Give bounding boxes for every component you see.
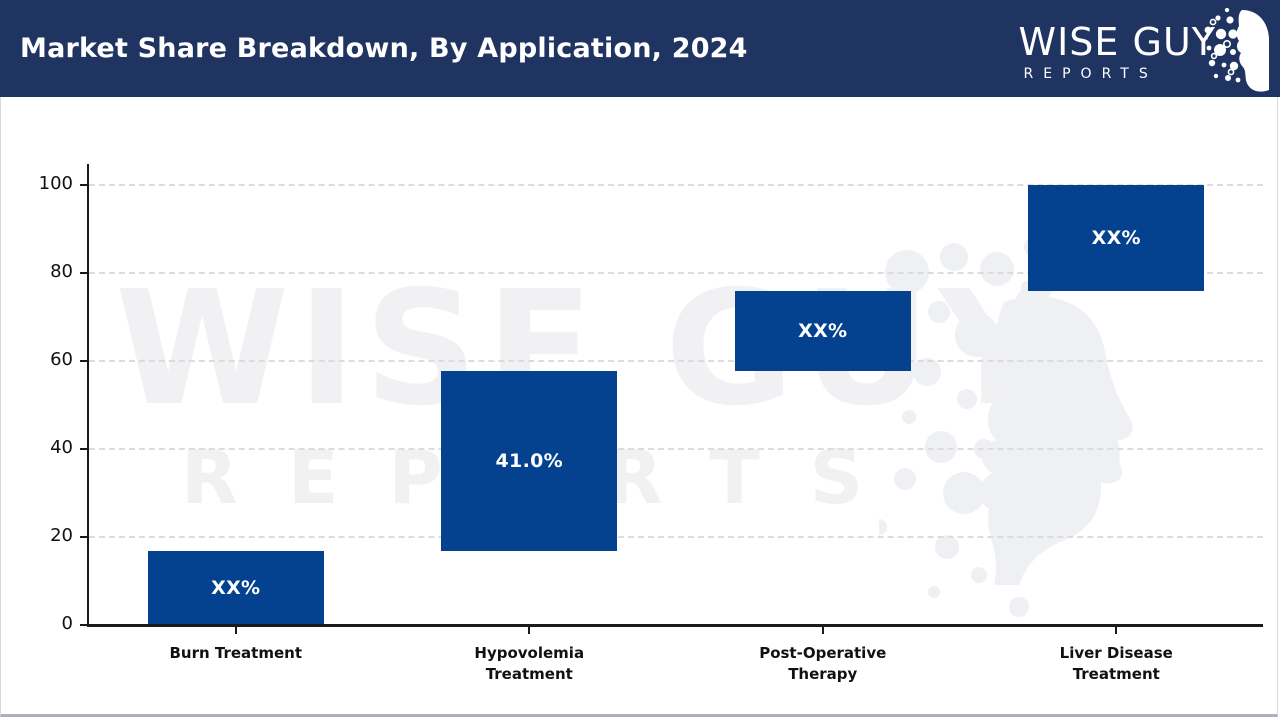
- gridline: [89, 360, 1263, 362]
- gridline: [89, 272, 1263, 274]
- y-tick: [80, 536, 89, 538]
- gridline: [89, 448, 1263, 450]
- chart-title: Market Share Breakdown, By Application, …: [20, 33, 748, 64]
- bar-value-label: XX%: [211, 577, 261, 600]
- bar: XX%: [734, 291, 911, 371]
- y-tick-label: 20: [50, 525, 73, 546]
- category-label: Liver Disease Treatment: [1059, 644, 1173, 683]
- bar: 41.0%: [441, 370, 618, 552]
- y-tick-label: 80: [50, 261, 73, 282]
- y-tick-label: 40: [50, 437, 73, 458]
- bar-value-label: XX%: [1091, 227, 1141, 250]
- bar-value-label: 41.0%: [495, 449, 563, 472]
- y-tick: [80, 624, 89, 626]
- category-label: Burn Treatment: [169, 644, 302, 662]
- y-tick: [80, 448, 89, 450]
- logo-subtext: REPORTS: [1023, 65, 1158, 82]
- plot-area: 0 20 40 60 80 100 XX% Burn Treatment 41.0% Hypovo…: [39, 164, 1263, 683]
- bar-value-label: XX%: [798, 320, 848, 343]
- y-tick-label: 100: [38, 173, 73, 194]
- x-tick: [234, 627, 237, 634]
- gridline: [89, 536, 1263, 538]
- y-tick-label: 0: [61, 613, 73, 634]
- y-tick: [80, 360, 89, 362]
- x-tick: [821, 627, 824, 634]
- x-tick: [1115, 627, 1118, 634]
- y-axis: [87, 164, 89, 627]
- logo-head-icon: [1204, 8, 1269, 92]
- bar: XX%: [1028, 185, 1205, 292]
- gridline: [89, 184, 1263, 186]
- header-bar: Market Share Breakdown, By Application, …: [0, 0, 1280, 97]
- y-tick-label: 60: [50, 349, 73, 370]
- x-axis: [87, 624, 1263, 627]
- x-tick: [528, 627, 531, 634]
- wiseguy-logo: WISE GUY REPORTS: [1019, 8, 1270, 92]
- category-label: Post-Operative Therapy: [759, 644, 887, 683]
- bar: XX%: [147, 551, 324, 625]
- y-tick: [80, 184, 89, 186]
- y-tick: [80, 272, 89, 274]
- category-label: Hypovolemia Treatment: [474, 644, 585, 683]
- logo-wordmark: WISE GUY: [1018, 19, 1216, 64]
- logo-text: WISE GUY REPORTS: [1019, 19, 1216, 82]
